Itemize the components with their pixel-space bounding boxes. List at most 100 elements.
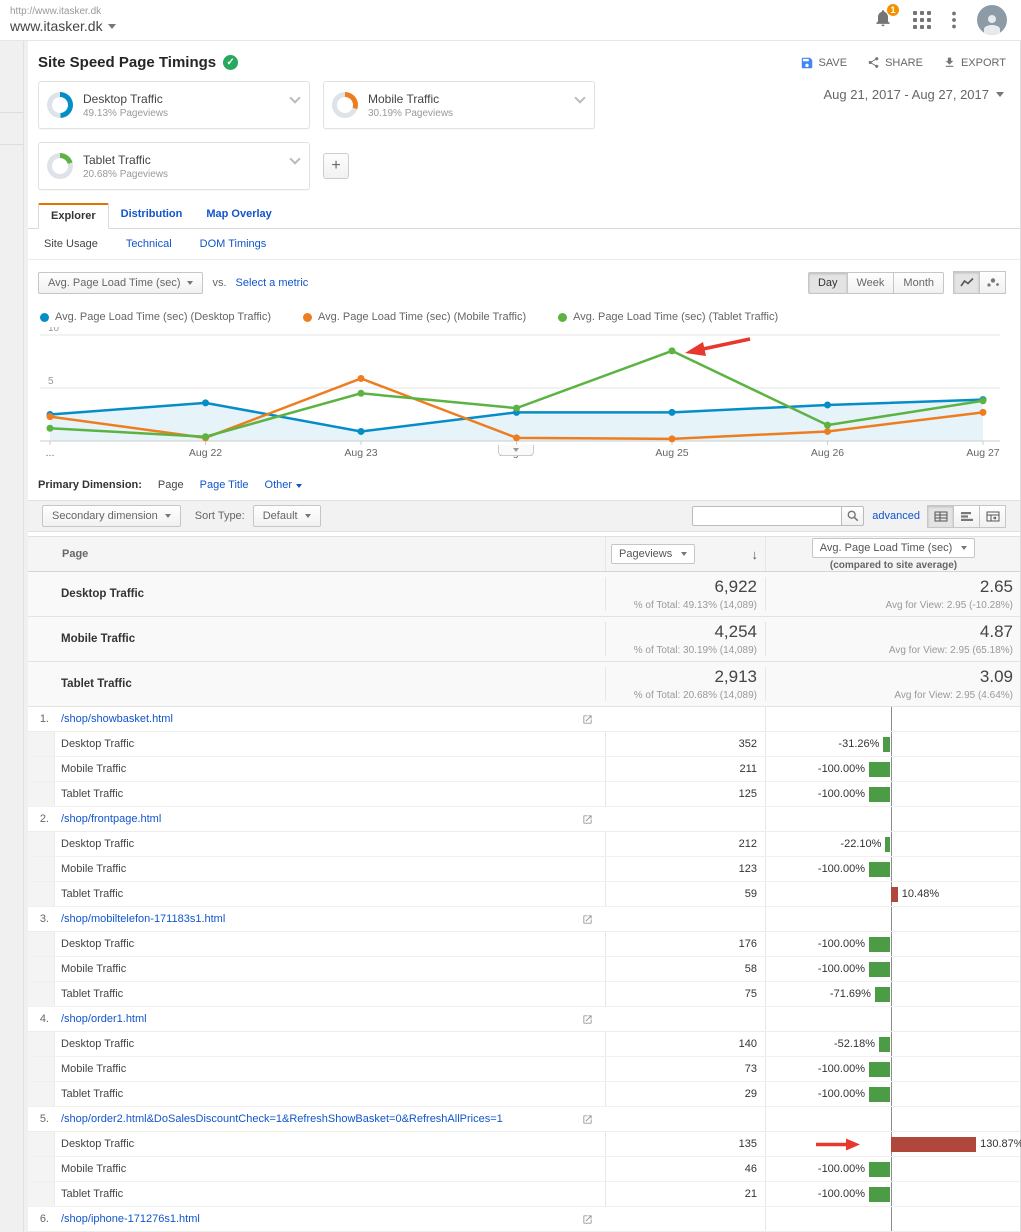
page-link[interactable]: /shop/iphone-171276s1.html — [61, 1213, 200, 1225]
metric-controls: Avg. Page Load Time (sec) vs. Select a m… — [28, 260, 1020, 299]
row-gutter — [28, 932, 55, 956]
dimension-option-other[interactable]: Other — [265, 479, 303, 491]
comparison-view-button[interactable] — [953, 504, 980, 528]
pageviews-column-header: Pageviews ↓ — [605, 537, 765, 571]
subtab-technical[interactable]: Technical — [125, 238, 172, 250]
delta-cell: -100.00% — [765, 957, 1021, 981]
dimension-option-page-title[interactable]: Page Title — [199, 479, 249, 491]
legend-item: Avg. Page Load Time (sec) (Tablet Traffi… — [558, 311, 778, 323]
select-metric-link[interactable]: Select a metric — [235, 276, 309, 289]
external-link-icon — [583, 1014, 592, 1024]
apps-grid-button[interactable] — [913, 11, 931, 29]
open-page-button[interactable] — [582, 714, 593, 725]
advanced-search-link[interactable]: advanced — [872, 510, 920, 522]
summary-row-desktop-traffic: Desktop Traffic 6,922 % of Total: 49.13% (… — [28, 572, 1020, 617]
add-segment-button[interactable]: + — [323, 153, 349, 179]
page-link[interactable]: /shop/showbasket.html — [61, 713, 173, 725]
delta-bar — [879, 1037, 890, 1052]
segment-row-desktop-traffic: Desktop Traffic 352 -31.26% — [28, 732, 1020, 757]
row-gutter — [28, 1032, 55, 1056]
motion-chart-view-button[interactable] — [979, 271, 1006, 294]
delta-bar — [885, 837, 890, 852]
granularity-week[interactable]: Week — [846, 271, 895, 294]
date-range-selector[interactable]: Aug 21, 2017 - Aug 27, 2017 — [823, 87, 1004, 102]
subtab-dom-timings[interactable]: DOM Timings — [199, 238, 267, 250]
open-page-button[interactable] — [582, 1014, 593, 1025]
segment-card-mobile-traffic[interactable]: Mobile Traffic 30.19% Pageviews — [323, 81, 595, 129]
pageviews-value: 4,254 — [714, 622, 757, 641]
sort-type-dropdown[interactable]: Default — [252, 505, 321, 527]
report-actions: SAVE SHARE EXPORT — [800, 56, 1006, 70]
metric-value: 2.65 — [979, 577, 1013, 596]
tab-map-overlay[interactable]: Map Overlay — [206, 208, 272, 220]
data-table-view-button[interactable] — [927, 504, 954, 528]
table-search-button[interactable] — [842, 506, 865, 526]
chart-type-group — [953, 271, 1006, 294]
export-button[interactable]: EXPORT — [943, 56, 1006, 69]
segment-name: Mobile Traffic — [368, 91, 440, 106]
row-index: 5. — [39, 1113, 49, 1125]
segment-card-desktop-traffic[interactable]: Desktop Traffic 49.13% Pageviews — [38, 81, 310, 129]
secondary-dimension-button[interactable]: Secondary dimension — [42, 505, 181, 527]
table-search-input[interactable] — [692, 506, 843, 526]
delta-cell: -100.00% — [765, 782, 1021, 806]
page-link[interactable]: /shop/mobiltelefon-171183s1.html — [61, 913, 226, 925]
avatar[interactable] — [977, 5, 1007, 35]
chart-collapse-handle[interactable] — [498, 445, 534, 456]
svg-text:10: 10 — [48, 327, 60, 334]
legend-dot — [40, 312, 49, 322]
granularity-day[interactable]: Day — [807, 271, 848, 294]
dimension-option-page[interactable]: Page — [157, 479, 184, 491]
chevron-down-icon — [996, 92, 1004, 97]
granularity-month[interactable]: Month — [893, 271, 944, 294]
segment-summary-name: Desktop Traffic — [61, 588, 145, 600]
page-link[interactable]: /shop/order1.html — [61, 1013, 147, 1025]
pageviews-cell: 29 — [605, 1082, 765, 1106]
segment-card-text: Mobile Traffic 30.19% Pageviews — [368, 92, 453, 119]
page-link[interactable]: /shop/order2.html&DoSalesDiscountCheck=1… — [61, 1113, 503, 1125]
open-page-button[interactable] — [582, 814, 593, 825]
delta-value: -52.18% — [834, 1038, 875, 1050]
pivot-view-button[interactable] — [979, 504, 1006, 528]
open-page-button[interactable] — [582, 1114, 593, 1125]
account-selector[interactable]: www.itasker.dk — [10, 18, 116, 35]
notifications-button[interactable]: 1 — [873, 2, 900, 33]
share-icon — [868, 57, 879, 68]
delta-bar — [869, 1162, 890, 1177]
pageviews-metric-dropdown[interactable]: Pageviews — [611, 544, 696, 564]
row-gutter — [28, 1182, 55, 1206]
delta-bar — [869, 1187, 890, 1202]
pageviews-cell: 135 — [605, 1132, 765, 1156]
pageviews-cell: 123 — [605, 857, 765, 881]
chevron-down-icon — [289, 153, 301, 165]
open-page-button[interactable] — [582, 914, 593, 925]
subtab-site-usage[interactable]: Site Usage — [44, 238, 98, 250]
tab-explorer[interactable]: Explorer — [38, 203, 109, 229]
save-button[interactable]: SAVE — [800, 56, 847, 70]
metric-cell — [765, 707, 1021, 731]
delta-value: -100.00% — [817, 963, 865, 975]
pageviews-value: 46 — [744, 1163, 757, 1175]
person-icon — [984, 15, 1000, 35]
line-chart-view-button[interactable] — [953, 271, 980, 294]
page-link[interactable]: /shop/frontpage.html — [61, 813, 162, 825]
sort-type-value: Default — [262, 510, 298, 522]
segment-card-tablet-traffic[interactable]: Tablet Traffic 20.68% Pageviews — [38, 142, 310, 190]
page-row: 5. /shop/order2.html&DoSalesDiscountCheck… — [28, 1107, 1020, 1132]
metric-dropdown[interactable]: Avg. Page Load Time (sec) — [38, 271, 204, 294]
pageviews-value: 125 — [738, 788, 757, 800]
page-row: 2. /shop/frontpage.html — [28, 807, 1020, 832]
tab-distribution[interactable]: Distribution — [120, 208, 183, 220]
pageviews-value: 29 — [744, 1088, 757, 1100]
row-index: 6. — [39, 1213, 49, 1225]
sort-direction-button[interactable]: ↓ — [751, 546, 759, 562]
page-column-header: Page — [62, 548, 89, 560]
chevron-down-icon — [681, 552, 688, 556]
open-page-button[interactable] — [582, 1214, 593, 1225]
load-time-metric-dropdown[interactable]: Avg. Page Load Time (sec) — [811, 537, 976, 558]
pageviews-value: 135 — [738, 1138, 757, 1150]
delta-value: -100.00% — [817, 938, 865, 950]
overflow-menu-button[interactable] — [951, 10, 957, 30]
share-button[interactable]: SHARE — [867, 56, 923, 69]
metric-dropdown-label: Avg. Page Load Time (sec) — [48, 276, 181, 289]
